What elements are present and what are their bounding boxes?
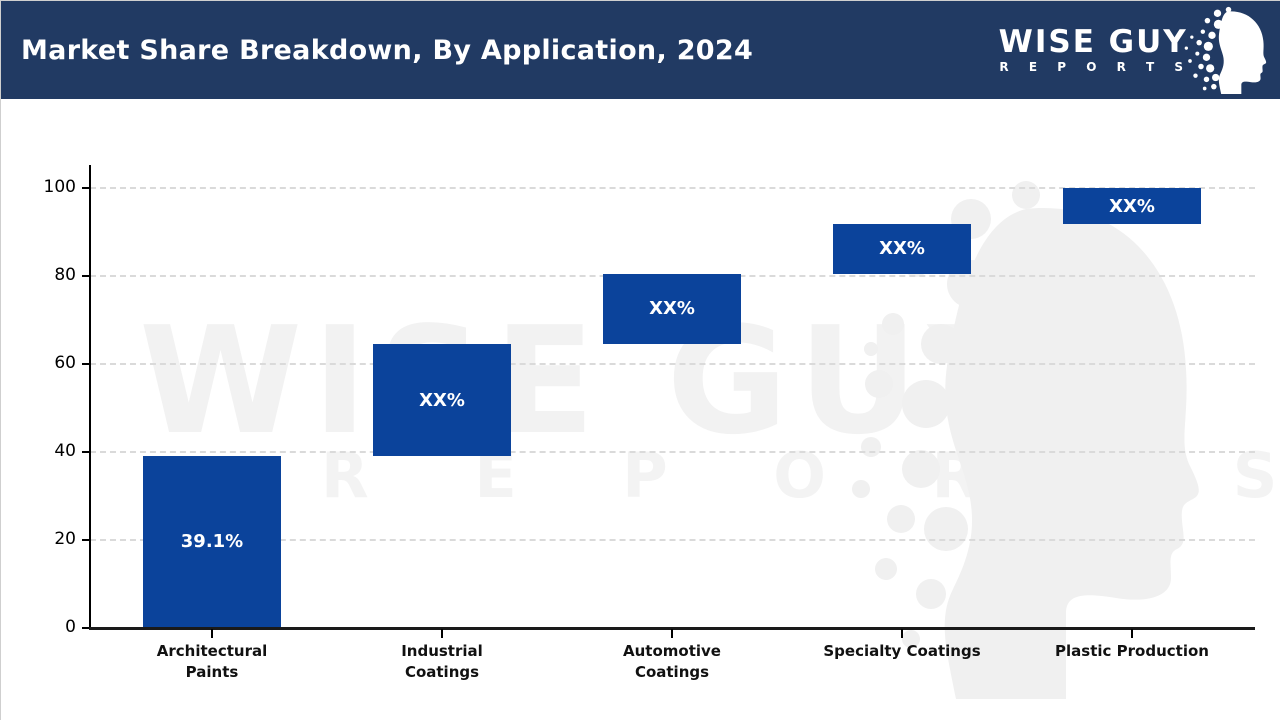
header: Market Share Breakdown, By Application, …	[1, 1, 1280, 99]
y-tick	[82, 627, 90, 629]
bar-value-label: XX%	[879, 238, 925, 260]
bar-value-label: 39.1%	[180, 531, 244, 553]
x-tick	[671, 629, 673, 638]
y-tick-label: 20	[54, 529, 76, 549]
bar: 39.1%	[143, 455, 281, 628]
y-gridline	[90, 187, 1255, 189]
logo-wiseguy-label: WISE GUY	[998, 23, 1188, 60]
y-tick-label: 0	[65, 617, 76, 637]
y-gridline	[90, 539, 1255, 541]
y-tick	[82, 187, 90, 189]
bar: XX%	[1063, 188, 1201, 225]
x-tick	[1131, 629, 1133, 638]
x-tick	[901, 629, 903, 638]
bar-value-label: XX%	[649, 298, 695, 320]
x-tick	[441, 629, 443, 638]
logo-reports-label: R E P O R T S	[999, 59, 1191, 74]
plot: 0 20 40 60 80 100 39.1% Architectural Paints XX%…	[1, 99, 1280, 720]
y-tick	[82, 275, 90, 277]
bar: XX%	[373, 344, 511, 456]
y-tick	[82, 363, 90, 365]
y-tick	[82, 539, 90, 541]
x-category-label: Specialty Coatings	[823, 642, 981, 660]
chart-area: WISE GUY R E P O R T S 0 20 40 60 80 100 39.1%…	[1, 99, 1280, 720]
y-gridline	[90, 363, 1255, 365]
x-category-label: Plastic Production	[1055, 642, 1209, 660]
y-tick-label: 80	[54, 265, 76, 285]
head-silhouette-icon	[1184, 6, 1267, 94]
wise-guy-logo: WISE GUY R E P O R T S	[995, 6, 1269, 94]
bar-value-label: XX%	[1109, 195, 1155, 217]
y-tick-label: 100	[43, 177, 76, 197]
x-tick	[211, 629, 213, 638]
x-category-label: Industrial Coatings	[401, 642, 483, 681]
x-category-label: Architectural Paints	[156, 642, 268, 681]
y-axis-line	[89, 165, 91, 629]
y-gridline	[90, 451, 1255, 453]
x-category-label: Automotive Coatings	[623, 642, 721, 681]
bar-value-label: XX%	[419, 389, 465, 411]
x-axis-line	[89, 627, 1255, 630]
page-title: Market Share Breakdown, By Application, …	[21, 34, 754, 66]
y-tick	[82, 451, 90, 453]
logo-text: WISE GUY R E P O R T S	[995, 23, 1191, 74]
bar: XX%	[603, 273, 741, 345]
y-tick-label: 60	[54, 353, 76, 373]
bar: XX%	[833, 224, 971, 274]
y-tick-label: 40	[54, 441, 76, 461]
